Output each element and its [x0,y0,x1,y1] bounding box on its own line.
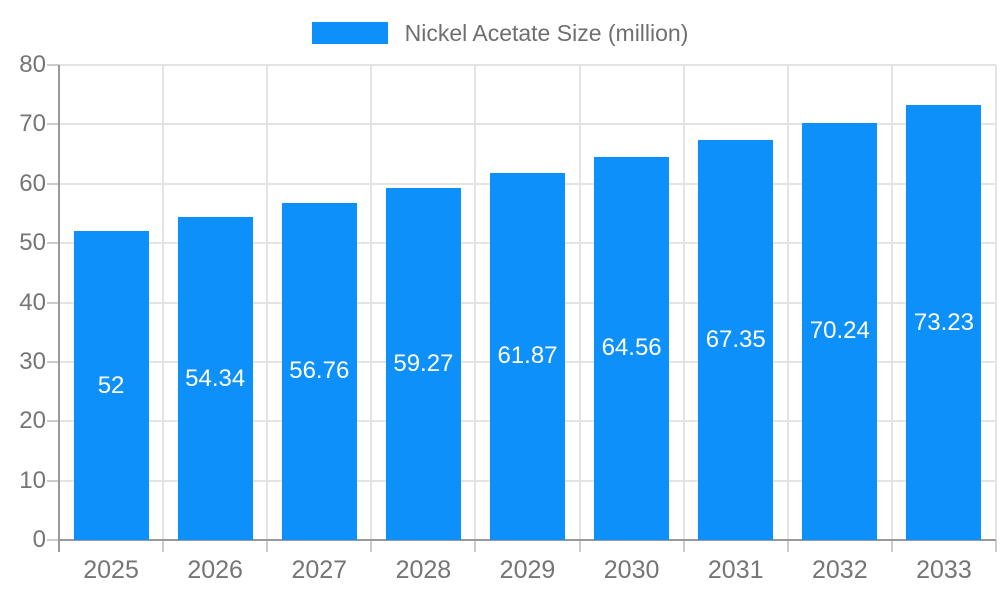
x-axis-tick [890,540,893,552]
legend-swatch [311,22,388,44]
x-axis-label-2030: 2030 [603,556,660,584]
bar-value-label: 67.35 [705,326,766,354]
y-axis-tick [47,123,59,126]
y-axis-label: 20 [19,407,46,435]
bar-value-label: 70.24 [809,317,870,345]
x-axis-label-2029: 2029 [499,556,556,584]
y-axis-label: 10 [19,466,46,494]
bar-2029[interactable]: 61.87 [490,172,565,540]
y-axis-tick [47,182,59,185]
y-axis-tick [47,301,59,304]
bar-value-label: 73.23 [913,308,974,336]
bar-value-label: 54.34 [185,364,246,392]
bar-value-label: 59.27 [393,350,454,378]
bar-2025[interactable]: 52 [73,231,149,540]
gridline-vertical [162,65,165,540]
bar-2028[interactable]: 59.27 [385,188,461,540]
x-axis-tick [578,540,581,552]
x-axis-tick [474,540,477,552]
bar-value-label: 64.56 [601,334,662,362]
x-axis-label-2025: 2025 [83,556,139,584]
gridline-vertical [995,65,997,540]
gridline-vertical [266,65,269,540]
x-axis-tick [995,540,997,552]
y-axis-line [58,65,60,552]
bar-value-label: 52 [97,371,125,399]
y-axis-label: 80 [19,51,46,78]
y-axis-label: 60 [19,169,46,197]
y-axis-tick [47,479,59,482]
x-axis-line [59,539,996,541]
gridline-vertical [786,65,789,540]
gridline-horizontal [59,64,996,66]
x-axis-label-2027: 2027 [291,556,348,584]
bar-2027[interactable]: 56.76 [281,202,357,540]
gridline-vertical [890,65,893,540]
y-axis-tick [47,242,59,245]
x-axis-tick [786,540,789,552]
gridline-vertical [578,65,581,540]
x-axis-label-2031: 2031 [707,556,764,584]
y-axis-label: 30 [19,347,46,375]
bar-2033[interactable]: 73.23 [906,105,982,540]
y-axis-label: 40 [19,288,46,316]
y-axis-tick [47,420,59,423]
bar-2026[interactable]: 54.34 [177,217,253,540]
legend-label: Nickel Acetate Size (million) [404,20,689,46]
y-axis-label: 70 [19,110,46,138]
gridline-vertical [474,65,477,540]
bar-2032[interactable]: 70.24 [802,122,878,540]
y-axis-label: 0 [32,526,46,553]
gridline-vertical [370,65,373,540]
x-axis-tick [162,540,165,552]
bar-value-label: 56.76 [289,357,350,385]
x-axis-tick [266,540,269,552]
x-axis-label-2032: 2032 [812,556,868,584]
y-axis-tick [47,360,59,363]
y-axis-tick [47,64,59,66]
bar-2030[interactable]: 64.56 [594,156,670,540]
gridline-horizontal [59,123,996,126]
x-axis-tick [370,540,373,552]
bar-value-label: 61.87 [497,342,558,370]
gridline-vertical [682,65,685,540]
x-axis-label-2026: 2026 [187,556,243,584]
bar-2031[interactable]: 67.35 [698,140,774,540]
y-axis-label: 50 [19,229,46,257]
x-axis-label-2028: 2028 [395,556,452,584]
legend[interactable]: Nickel Acetate Size (million) [0,21,1000,45]
x-axis-label-2033: 2033 [916,556,972,584]
x-axis-tick [682,540,685,552]
y-axis-tick [47,539,59,541]
